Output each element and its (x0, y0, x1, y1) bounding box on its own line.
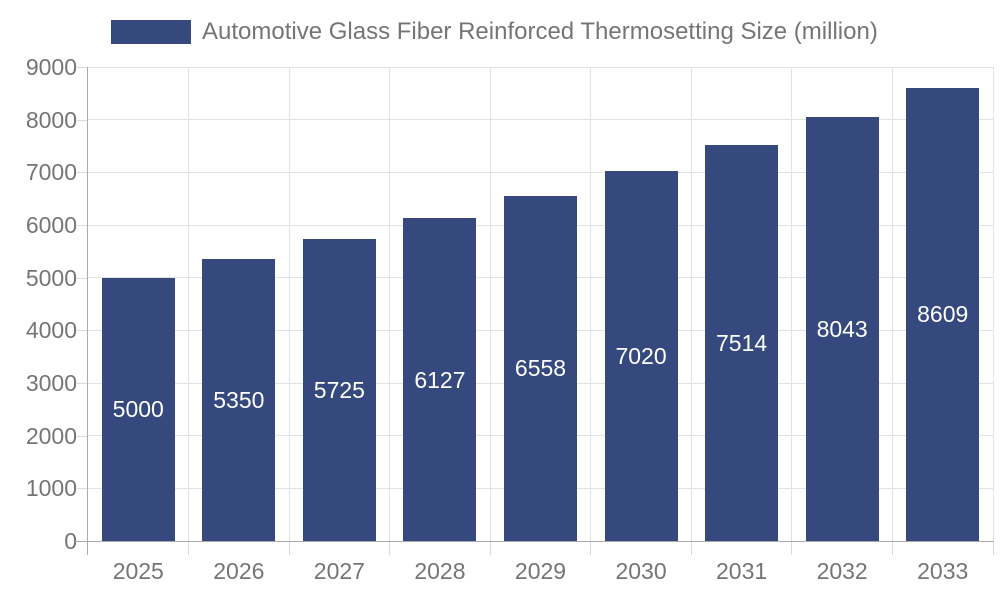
bar-value-label: 5725 (313, 377, 365, 404)
gridline-vertical (288, 67, 290, 541)
x-axis-tick (891, 542, 893, 555)
y-axis-label: 6000 (25, 212, 77, 238)
legend-label: Automotive Glass Fiber Reinforced Thermo… (202, 18, 878, 45)
y-axis-label: 7000 (25, 159, 77, 186)
gridline-horizontal (88, 171, 993, 173)
y-axis-label: 1000 (25, 475, 77, 502)
y-axis-tick (77, 330, 87, 332)
y-axis-tick (77, 225, 87, 226)
y-axis-tick (77, 435, 87, 437)
bar[interactable] (805, 117, 879, 541)
y-axis-tick (77, 119, 87, 121)
bar[interactable] (302, 239, 376, 541)
x-axis-label: 2029 (514, 558, 567, 584)
gridline-vertical (891, 67, 893, 541)
gridline-vertical (590, 67, 592, 541)
bar-value-label: 6558 (514, 355, 567, 382)
x-axis-label: 2031 (716, 558, 768, 584)
x-axis-label: 2027 (313, 558, 365, 584)
bar-value-label: 7514 (716, 330, 768, 357)
y-axis-label: 8000 (25, 106, 77, 133)
bar[interactable] (101, 277, 175, 541)
x-axis-tick (690, 542, 692, 555)
x-axis-label: 2030 (615, 558, 667, 584)
y-axis-tick (77, 67, 87, 68)
y-axis-label: 5000 (25, 264, 77, 291)
bar[interactable] (705, 145, 779, 541)
y-axis-label: 4000 (25, 317, 77, 344)
legend-swatch (111, 20, 191, 44)
gridline-vertical (791, 67, 793, 541)
y-axis-tick (77, 488, 87, 490)
bar-value-label: 8043 (816, 316, 868, 343)
y-axis-line (87, 67, 88, 555)
bar-value-label: 7020 (615, 343, 667, 370)
gridline-vertical (690, 67, 692, 541)
plot-area: 0 1000 2000 3000 4000 5000 6000 7000 8000 9000 500… (26, 54, 994, 584)
x-axis-tick (489, 542, 491, 555)
y-axis-label: 9000 (25, 54, 77, 80)
x-axis-label: 2026 (213, 558, 265, 584)
bar-value-label: 5000 (112, 396, 164, 423)
gridline-vertical (188, 67, 190, 541)
bar[interactable] (403, 218, 477, 541)
y-axis-label: 2000 (25, 422, 77, 449)
y-axis-tick (77, 277, 87, 279)
x-axis-label: 2032 (816, 558, 868, 584)
gridline-vertical (389, 67, 391, 541)
gridline-vertical (489, 67, 491, 541)
bar[interactable] (202, 259, 276, 541)
gridline-horizontal (88, 66, 993, 68)
x-axis-tick (791, 542, 793, 555)
y-axis-tick (77, 172, 87, 174)
bar-value-label: 8609 (917, 301, 969, 328)
bar[interactable] (906, 87, 980, 541)
bar[interactable] (504, 195, 577, 541)
gridline-horizontal (88, 119, 993, 121)
bar[interactable] (604, 171, 678, 541)
y-axis-label: 3000 (25, 370, 77, 396)
gridline-vertical (992, 67, 994, 541)
x-axis-line (75, 541, 994, 542)
x-axis-tick (288, 542, 290, 555)
x-axis-tick (188, 542, 190, 555)
x-axis-label: 2028 (414, 558, 466, 584)
x-axis-label: 2033 (917, 558, 969, 584)
x-axis-label: 2025 (112, 558, 164, 584)
x-axis-tick (389, 542, 391, 555)
x-axis-tick (992, 542, 994, 555)
bar-value-label: 5350 (213, 387, 265, 414)
bar-value-label: 6127 (414, 366, 466, 393)
x-axis-tick (590, 542, 592, 555)
legend[interactable]: Automotive Glass Fiber Reinforced Thermo… (111, 18, 878, 46)
y-axis-label: 0 (64, 528, 77, 554)
y-axis-tick (77, 383, 87, 384)
